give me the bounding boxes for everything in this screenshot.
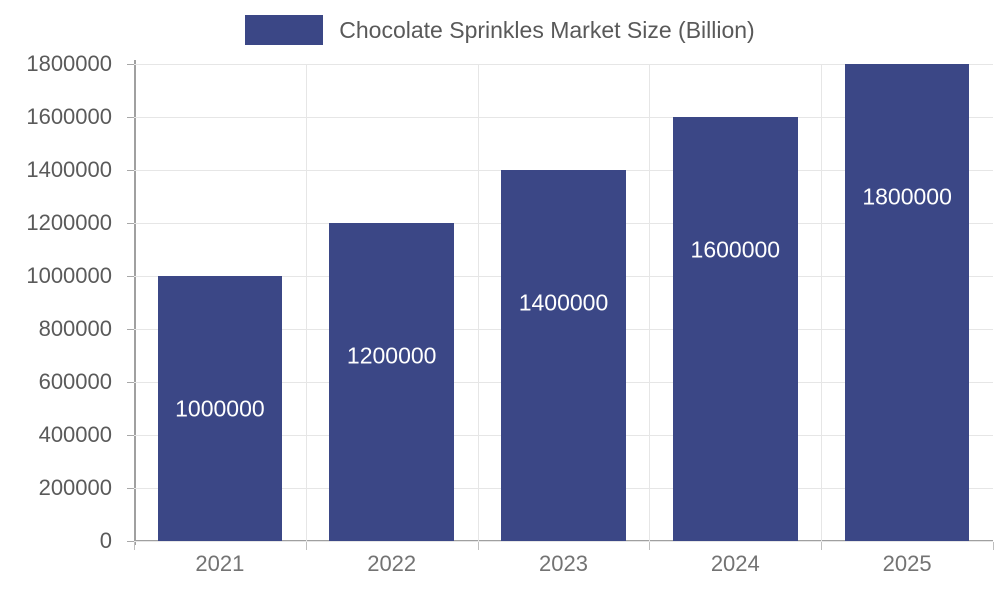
y-axis-tick-label: 1000000 — [26, 263, 112, 288]
y-axis-tick-label: 1600000 — [26, 104, 112, 129]
bar[interactable] — [844, 64, 970, 541]
y-axis-tick-label: 0 — [99, 528, 112, 553]
x-axis-tick — [993, 542, 994, 550]
y-axis-tick — [127, 276, 134, 277]
bar[interactable] — [501, 170, 626, 541]
legend-swatch-series-0 — [245, 15, 324, 45]
x-axis-tick-label: 2021 — [195, 551, 245, 576]
y-axis-tick-label: 400000 — [38, 422, 112, 447]
y-axis-tick — [127, 488, 134, 489]
x-axis-tick — [477, 542, 479, 550]
bar-value-label: 1400000 — [518, 289, 609, 316]
gridline-vertical — [477, 64, 479, 541]
gridline-horizontal — [134, 117, 993, 118]
x-axis-tick — [649, 542, 651, 550]
y-axis-tick — [127, 170, 134, 171]
y-axis-tick — [127, 64, 134, 65]
gridline-horizontal — [134, 64, 993, 65]
legend-label-series-0: Chocolate Sprinkles Market Size (Billion… — [339, 17, 755, 43]
y-axis-tick-label: 200000 — [38, 475, 112, 500]
x-axis-tick-label: 2025 — [882, 551, 932, 576]
x-axis-tick — [134, 542, 135, 550]
bar[interactable] — [673, 117, 798, 541]
bar-value-label: 1200000 — [346, 342, 437, 369]
x-axis-tick-label: 2023 — [539, 551, 588, 576]
y-axis-spine — [134, 60, 136, 545]
bar[interactable] — [329, 223, 454, 541]
bar-value-label: 1800000 — [862, 183, 952, 210]
y-axis-tick-label: 1800000 — [26, 51, 112, 76]
y-axis-tick — [127, 117, 134, 118]
y-axis-tick-label: 600000 — [38, 369, 112, 394]
bar-value-label: 1000000 — [175, 395, 265, 422]
y-axis-tick — [127, 223, 134, 224]
bar[interactable] — [157, 276, 283, 541]
bar-value-label: 1600000 — [690, 236, 781, 263]
gridline-vertical — [649, 64, 651, 541]
y-axis-tick — [127, 435, 134, 436]
y-axis-tick — [127, 541, 134, 542]
y-axis-tick — [127, 382, 134, 383]
plot-area — [134, 64, 993, 542]
y-axis-tick — [127, 329, 134, 330]
y-axis-tick-label: 1400000 — [26, 157, 112, 182]
chart-legend: Chocolate Sprinkles Market Size (Billion… — [0, 10, 1000, 50]
x-axis-tick-label: 2024 — [710, 551, 760, 576]
gridline-horizontal — [134, 541, 993, 542]
x-axis-tick — [821, 542, 823, 550]
y-axis-tick-label: 1200000 — [26, 210, 112, 235]
gridline-vertical — [305, 64, 307, 541]
x-axis-tick — [305, 542, 307, 550]
gridline-vertical — [821, 64, 823, 541]
x-axis-tick-label: 2022 — [367, 551, 417, 576]
y-axis-tick-label: 800000 — [38, 316, 112, 341]
